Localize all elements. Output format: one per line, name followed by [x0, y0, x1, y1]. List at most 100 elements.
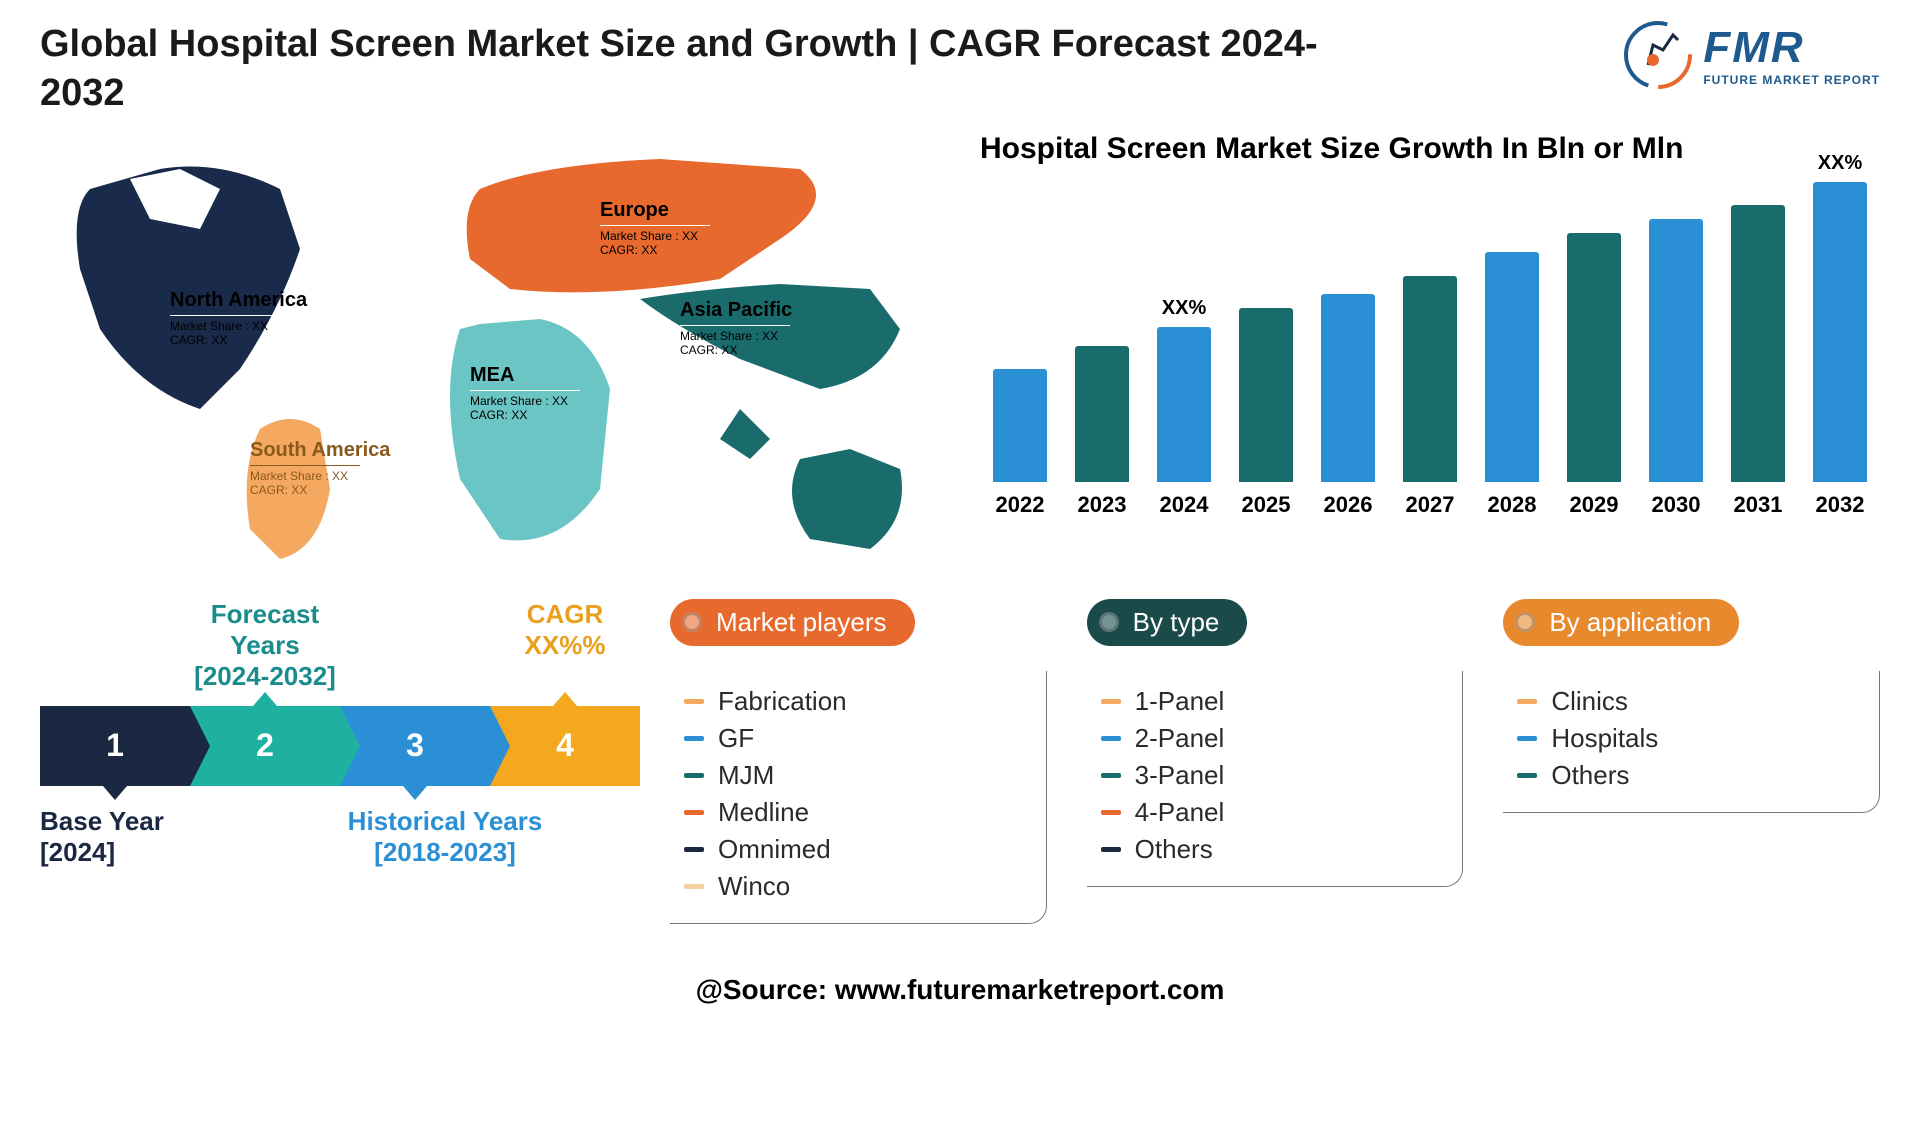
- bar-chart-section: Hospital Screen Market Size Growth In Bl…: [980, 129, 1880, 569]
- bar-group: 2023: [1062, 346, 1142, 518]
- year-label: 2030: [1652, 492, 1701, 518]
- chart-title: Hospital Screen Market Size Growth In Bl…: [980, 129, 1880, 168]
- category-item: 2-Panel: [1101, 720, 1453, 757]
- dash-icon: [684, 736, 704, 741]
- historical-years-label: Historical Years [2018-2023]: [340, 806, 550, 868]
- category-item: GF: [684, 720, 1036, 757]
- category-item-label: Hospitals: [1551, 723, 1658, 754]
- year-label: 2024: [1160, 492, 1209, 518]
- category-item-label: Others: [1551, 760, 1629, 791]
- header: Global Hospital Screen Market Size and G…: [40, 20, 1880, 119]
- dash-icon: [1101, 699, 1121, 704]
- dash-icon: [684, 884, 704, 889]
- bar-group: XX% 2024: [1144, 327, 1224, 518]
- logo: FMR FUTURE MARKET REPORT: [1623, 20, 1880, 90]
- arrow-up-icon: [253, 692, 277, 706]
- forecast-label: Forecast Years [2024-2032]: [190, 599, 340, 692]
- bar: [1075, 346, 1129, 482]
- timeline-seg-2: 2: [190, 706, 340, 786]
- category-item: Others: [1517, 757, 1869, 794]
- region-asia-pacific: Asia Pacific Market Share : XX CAGR: XX: [680, 299, 792, 357]
- region-south-america: South America Market Share : XX CAGR: XX: [250, 439, 390, 497]
- category-item: Others: [1101, 831, 1453, 868]
- bullet-icon: [1515, 612, 1535, 632]
- category-item-label: 1-Panel: [1135, 686, 1225, 717]
- bar-group: 2025: [1226, 308, 1306, 517]
- dash-icon: [1101, 810, 1121, 815]
- category-item: Clinics: [1517, 683, 1869, 720]
- bar: XX%: [1813, 182, 1867, 482]
- dash-icon: [1101, 773, 1121, 778]
- category-item-label: Others: [1135, 834, 1213, 865]
- category-item-label: 4-Panel: [1135, 797, 1225, 828]
- category-items: 1-Panel2-Panel3-Panel 4-Panel Others: [1087, 671, 1464, 887]
- world-map: North America Market Share : XX CAGR: XX…: [40, 129, 940, 569]
- year-label: 2025: [1242, 492, 1291, 518]
- map-svg: [40, 129, 940, 569]
- category-box: Market players FabricationGFMJMMedlineOmn…: [670, 599, 1047, 924]
- category-header-label: Market players: [716, 607, 887, 638]
- bar: [1321, 294, 1375, 482]
- category-item: MJM: [684, 757, 1036, 794]
- category-item: Omnimed: [684, 831, 1036, 868]
- logo-subtitle: FUTURE MARKET REPORT: [1703, 73, 1880, 87]
- category-header: By application: [1503, 599, 1739, 646]
- bar-group: XX% 2032: [1800, 182, 1880, 518]
- category-items: FabricationGFMJMMedlineOmnimedWinco: [670, 671, 1047, 924]
- bar: XX%: [1157, 327, 1211, 482]
- timeline: Forecast Years [2024-2032] CAGR XX%% 1 2…: [40, 599, 640, 924]
- year-label: 2027: [1406, 492, 1455, 518]
- bar-group: 2031: [1718, 205, 1798, 518]
- timeline-bar: 1 2 3 4: [40, 706, 640, 786]
- dash-icon: [1517, 699, 1537, 704]
- bar-group: 2027: [1390, 276, 1470, 518]
- bar: [1567, 233, 1621, 481]
- year-label: 2029: [1570, 492, 1619, 518]
- bar-group: 2029: [1554, 233, 1634, 517]
- category-item: Fabrication: [684, 683, 1036, 720]
- bar: [1731, 205, 1785, 482]
- category-item: 1-Panel: [1101, 683, 1453, 720]
- timeline-seg-3: 3: [340, 706, 490, 786]
- timeline-seg-1: 1: [40, 706, 190, 786]
- dash-icon: [1517, 773, 1537, 778]
- dash-icon: [684, 810, 704, 815]
- dash-icon: [1101, 736, 1121, 741]
- bar-group: 2030: [1636, 219, 1716, 518]
- categories: Market players FabricationGFMJMMedlineOmn…: [670, 599, 1880, 924]
- category-item-label: 3-Panel: [1135, 760, 1225, 791]
- bar: [1403, 276, 1457, 482]
- logo-icon: [1623, 20, 1693, 90]
- year-label: 2031: [1734, 492, 1783, 518]
- category-header: Market players: [670, 599, 915, 646]
- bullet-icon: [1099, 612, 1119, 632]
- bullet-icon: [682, 612, 702, 632]
- bar: [1485, 252, 1539, 482]
- region-mea: MEA Market Share : XX CAGR: XX: [470, 364, 580, 422]
- bar-group: 2028: [1472, 252, 1552, 518]
- cagr-label: CAGR XX%%: [490, 599, 640, 692]
- year-label: 2023: [1078, 492, 1127, 518]
- category-item-label: Fabrication: [718, 686, 847, 717]
- year-label: 2026: [1324, 492, 1373, 518]
- category-item-label: Clinics: [1551, 686, 1628, 717]
- category-item-label: Winco: [718, 871, 790, 902]
- logo-brand: FMR: [1703, 23, 1880, 73]
- arrow-down-icon: [103, 786, 127, 800]
- timeline-seg-4: 4: [490, 706, 640, 786]
- category-item: Winco: [684, 868, 1036, 905]
- dash-icon: [684, 773, 704, 778]
- category-header-label: By application: [1549, 607, 1711, 638]
- arrow-down-icon: [403, 786, 427, 800]
- bar-group: 2026: [1308, 294, 1388, 518]
- base-year-label: Base Year [2024]: [40, 806, 190, 868]
- page-title: Global Hospital Screen Market Size and G…: [40, 20, 1340, 119]
- year-label: 2022: [996, 492, 1045, 518]
- dash-icon: [1101, 847, 1121, 852]
- dash-icon: [1517, 736, 1537, 741]
- arrow-up-icon: [553, 692, 577, 706]
- year-label: 2032: [1816, 492, 1865, 518]
- bar-chart: 2022 2023 XX% 2024 2025 2026 2027 2028 2029 2030 2…: [980, 188, 1880, 518]
- category-box: By type1-Panel2-Panel3-Panel4-PanelOther…: [1087, 599, 1464, 924]
- year-label: 2028: [1488, 492, 1537, 518]
